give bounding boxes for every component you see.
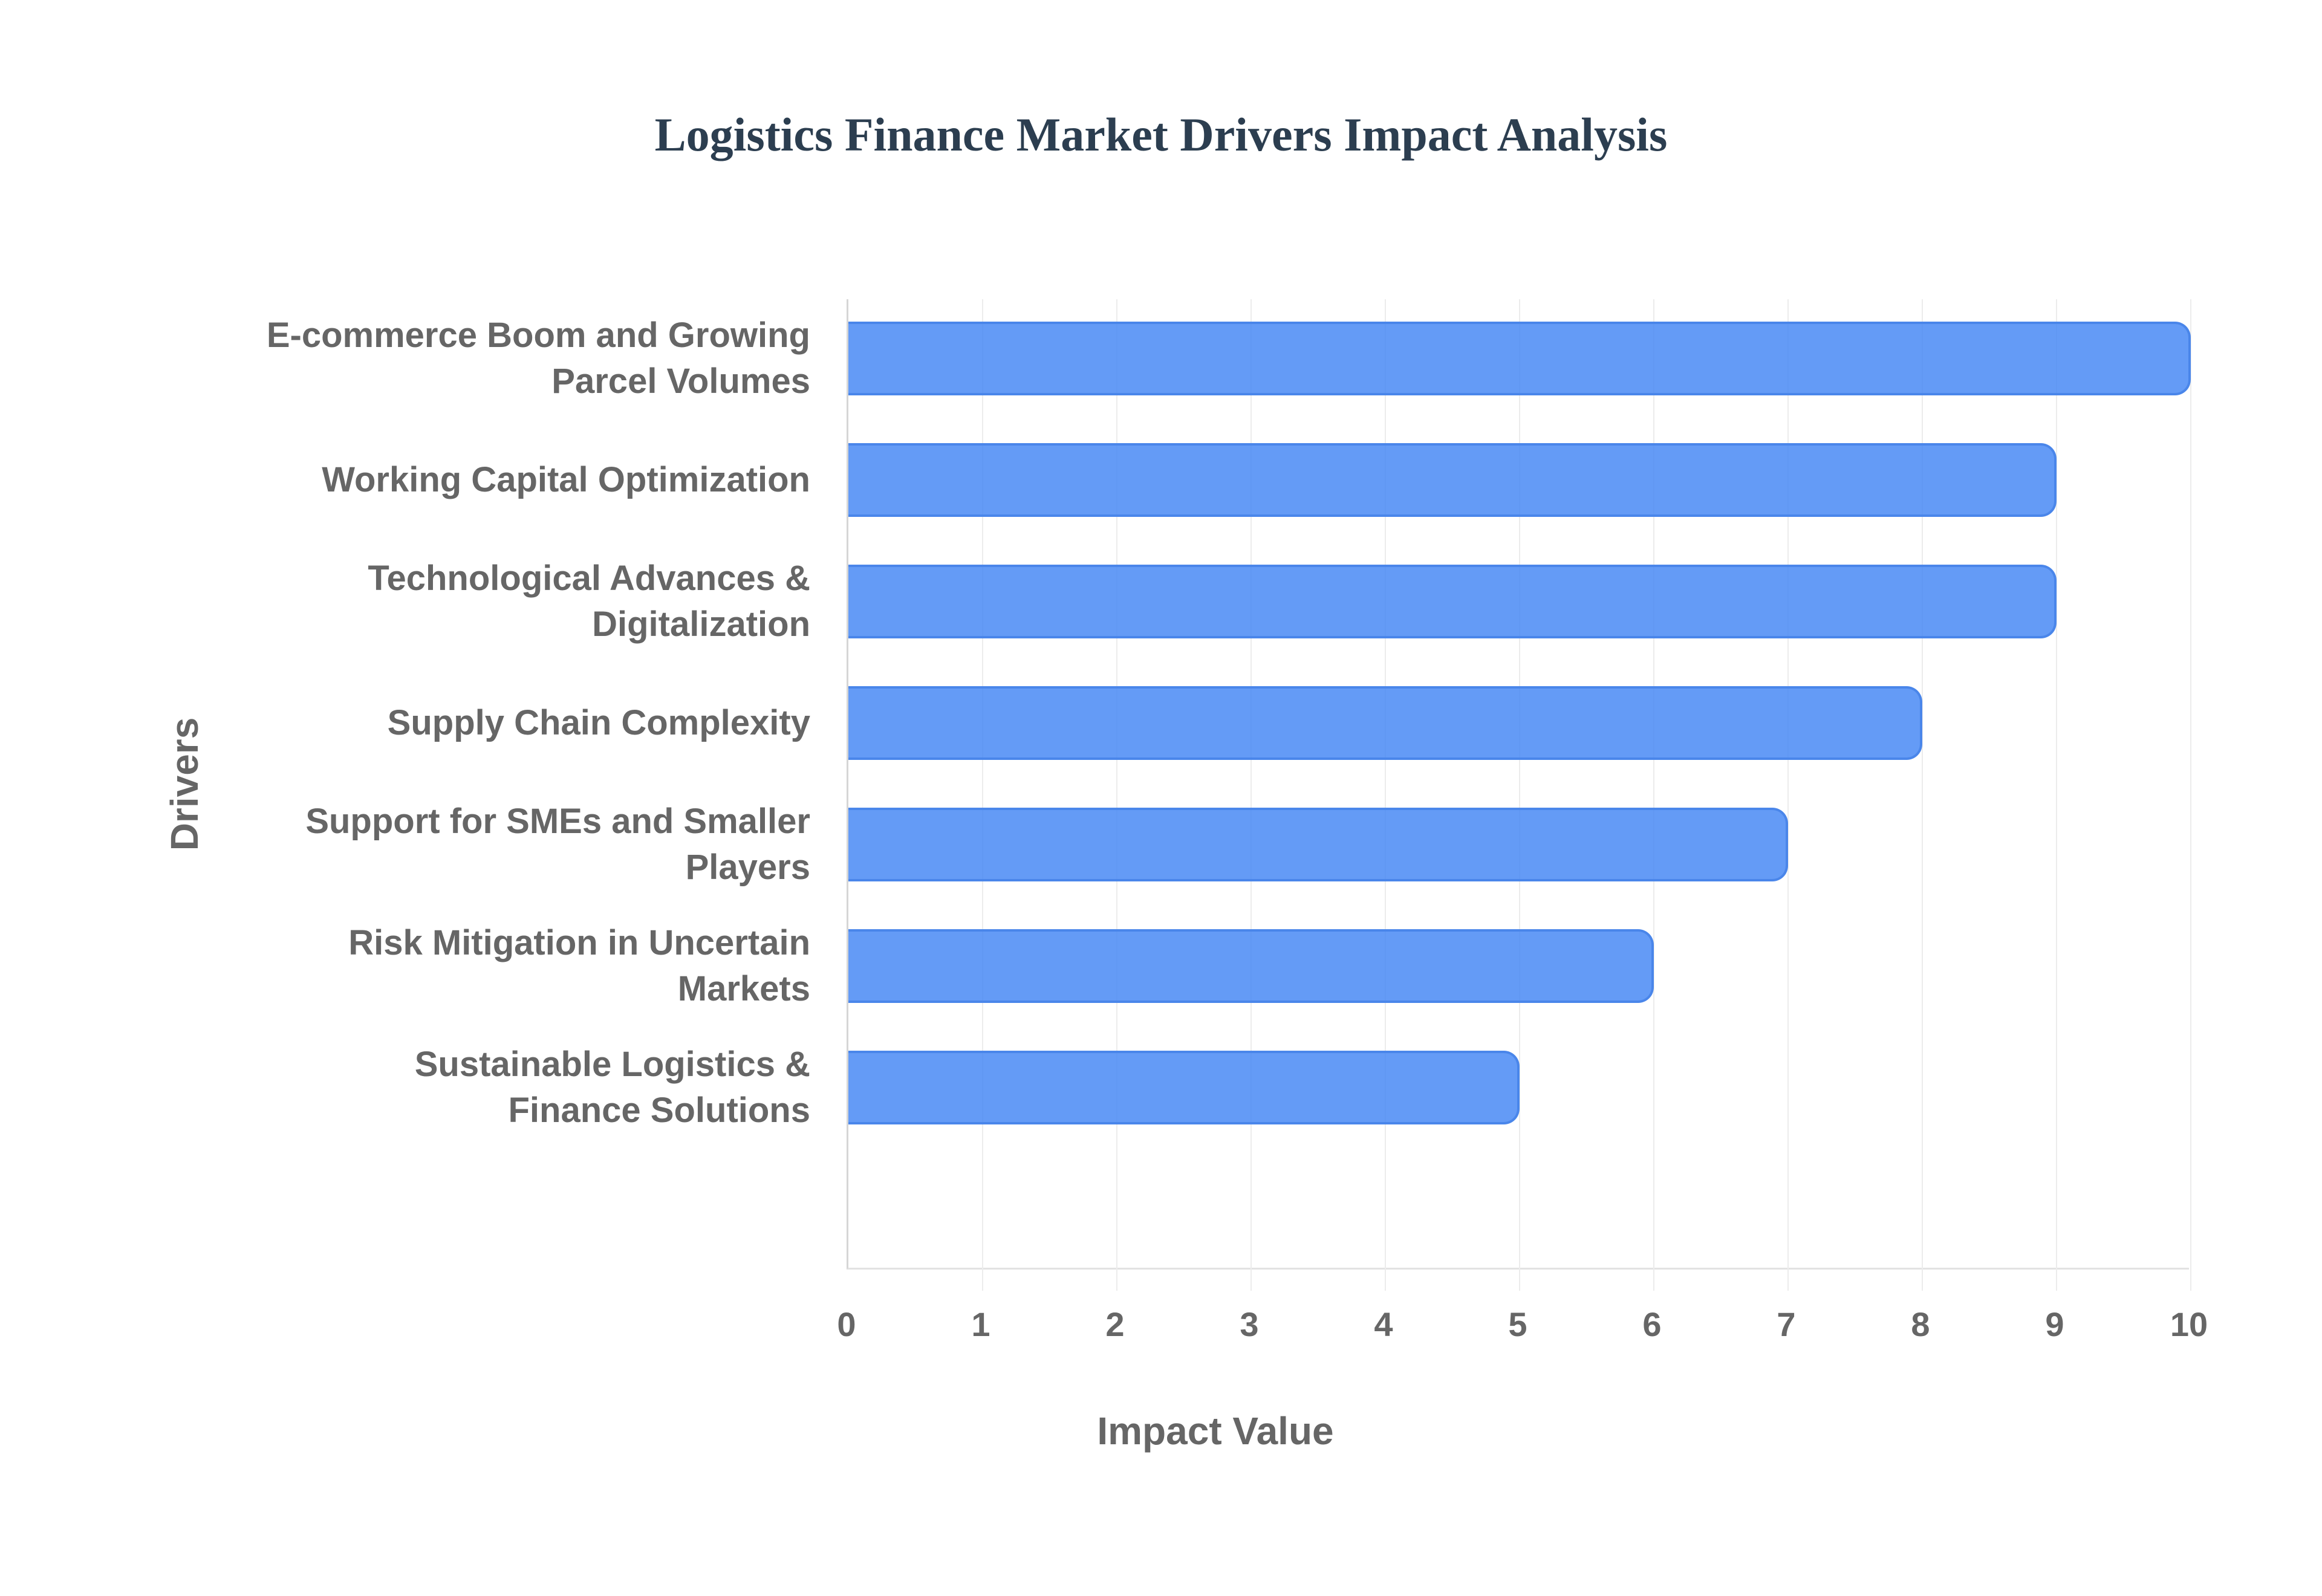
y-tick-label: Technological Advances & Digitalization — [145, 556, 810, 647]
y-tick-label-line: Risk Mitigation in Uncertain — [348, 923, 810, 962]
bar[interactable] — [848, 1051, 1520, 1124]
x-tick-label: 2 — [1105, 1305, 1125, 1343]
x-tick-label: 8 — [1911, 1305, 1930, 1343]
y-tick-label: Supply Chain Complexity — [145, 700, 810, 746]
x-tick-label: 4 — [1374, 1305, 1393, 1343]
x-tick-label: 9 — [2045, 1305, 2064, 1343]
bar[interactable] — [848, 929, 1654, 1003]
gridline — [1116, 299, 1117, 1291]
gridline — [2190, 299, 2191, 1291]
y-tick-label-line: Sustainable Logistics & — [414, 1045, 810, 1084]
gridline — [1787, 299, 1789, 1291]
x-tick-label: 5 — [1508, 1305, 1527, 1343]
y-tick-label: Sustainable Logistics & Finance Solutions — [145, 1042, 810, 1134]
y-tick-label: E-commerce Boom and Growing Parcel Volume… — [145, 313, 810, 404]
plot-area — [847, 299, 2191, 1291]
bar[interactable] — [848, 686, 1922, 760]
bar[interactable] — [848, 808, 1788, 881]
gridline — [982, 299, 983, 1291]
gridline — [1922, 299, 1923, 1291]
x-tick-label: 1 — [971, 1305, 990, 1343]
gridline — [1653, 299, 1654, 1291]
y-tick-label-line: Finance Solutions — [508, 1091, 811, 1130]
y-tick-label-line: Support for SMEs and Smaller — [305, 802, 810, 841]
gridline — [1519, 299, 1520, 1291]
y-tick-label-line: Technological Advances & — [368, 559, 810, 598]
bar[interactable] — [848, 443, 2057, 517]
gridline — [1385, 299, 1386, 1291]
y-tick-label-line: Parcel Volumes — [551, 362, 810, 401]
y-tick-label: Working Capital Optimization — [145, 457, 810, 503]
y-tick-label-line: Players — [685, 848, 810, 887]
gridline — [2056, 299, 2057, 1291]
bar[interactable] — [848, 565, 2057, 638]
chart-title: Logistics Finance Market Drivers Impact … — [654, 108, 1668, 161]
bar[interactable] — [848, 322, 2191, 395]
x-tick-label: 10 — [2170, 1305, 2208, 1343]
x-tick-label: 7 — [1777, 1305, 1796, 1343]
y-tick-label: Support for SMEs and Smaller Players — [145, 799, 810, 890]
y-tick-label-line: Supply Chain Complexity — [387, 703, 810, 742]
x-tick-label: 0 — [837, 1305, 856, 1343]
y-tick-label-line: Digitalization — [592, 605, 810, 644]
x-tick-label: 3 — [1240, 1305, 1259, 1343]
y-tick-label-line: Markets — [677, 969, 810, 1008]
y-tick-label: Risk Mitigation in Uncertain Markets — [145, 920, 810, 1012]
x-axis-title: Impact Value — [1097, 1409, 1334, 1453]
x-tick-label: 6 — [1642, 1305, 1662, 1343]
gridline — [1250, 299, 1252, 1291]
y-tick-label-line: Working Capital Optimization — [322, 460, 810, 499]
y-tick-label-line: E-commerce Boom and Growing — [266, 316, 810, 355]
